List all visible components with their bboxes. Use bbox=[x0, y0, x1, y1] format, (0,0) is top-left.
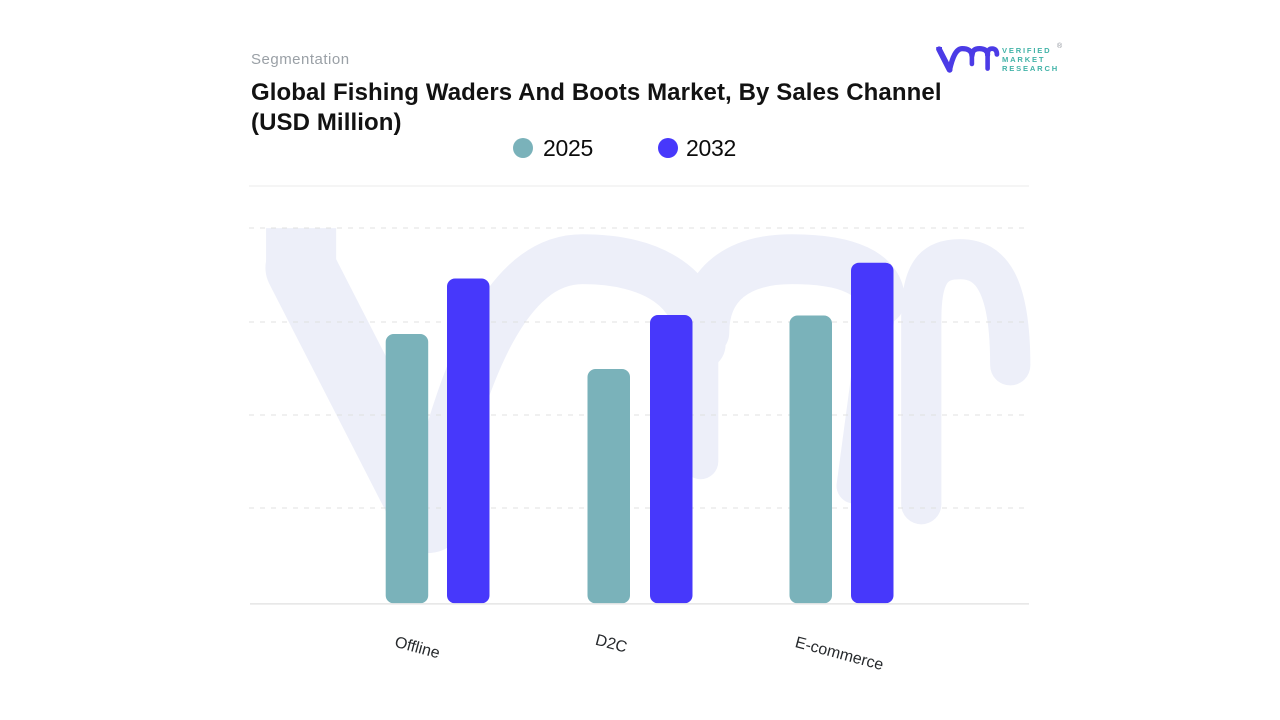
svg-text:D2C: D2C bbox=[594, 632, 629, 657]
svg-text:E-commerce: E-commerce bbox=[793, 634, 885, 674]
svg-text:Offline: Offline bbox=[393, 634, 442, 662]
